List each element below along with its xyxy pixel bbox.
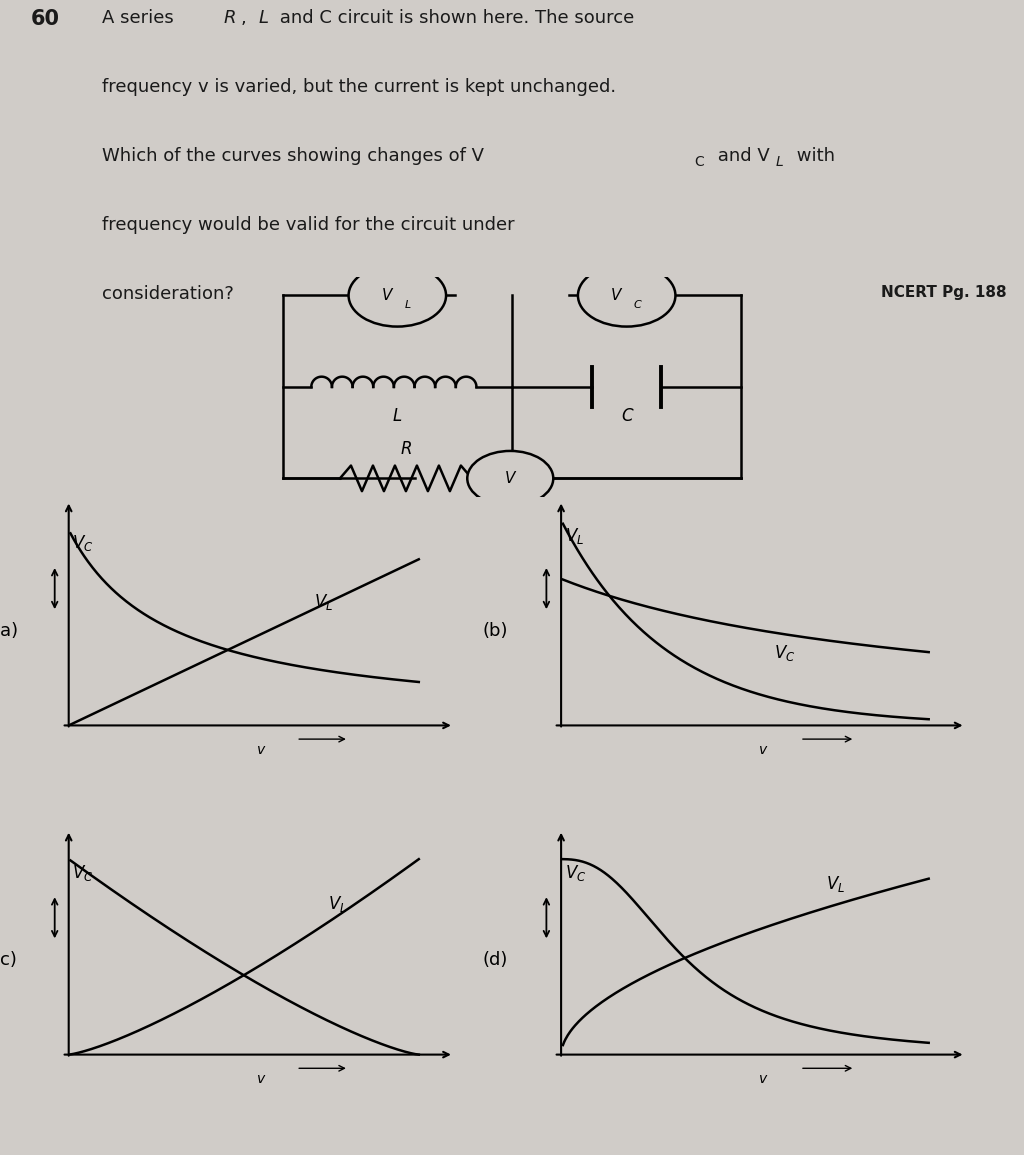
Text: v: v [257, 743, 265, 757]
Text: V: V [611, 288, 622, 303]
Text: consideration?: consideration? [102, 285, 234, 304]
Circle shape [467, 450, 553, 506]
Text: $V_C$: $V_C$ [73, 534, 93, 553]
Text: R: R [400, 440, 412, 459]
Circle shape [348, 264, 446, 327]
Text: L: L [775, 155, 783, 169]
Text: (a): (a) [0, 621, 19, 640]
Text: (b): (b) [482, 621, 508, 640]
Text: v: v [257, 1072, 265, 1086]
Text: v: v [759, 743, 767, 757]
Text: (d): (d) [482, 951, 508, 969]
Text: $V_L$: $V_L$ [328, 894, 347, 914]
Text: C: C [694, 155, 705, 169]
Text: NCERT Pg. 188: NCERT Pg. 188 [881, 285, 1007, 300]
Text: and C circuit is shown here. The source: and C circuit is shown here. The source [274, 9, 635, 27]
Text: v: v [759, 1072, 767, 1086]
Text: frequency v is varied, but the current is kept unchanged.: frequency v is varied, but the current i… [102, 79, 616, 96]
Circle shape [578, 264, 676, 327]
Text: $V_C$: $V_C$ [73, 863, 93, 882]
Text: $V_C$: $V_C$ [774, 643, 796, 663]
Text: A series: A series [102, 9, 180, 27]
Text: C: C [633, 299, 641, 310]
Text: R: R [223, 9, 236, 27]
Text: $V_L$: $V_L$ [313, 593, 333, 612]
Text: C: C [621, 407, 633, 425]
Text: V: V [382, 288, 392, 303]
Text: V: V [505, 471, 515, 486]
Text: $V_C$: $V_C$ [565, 863, 586, 882]
Text: and V: and V [712, 147, 769, 165]
Text: L: L [392, 407, 402, 425]
Text: $V_L$: $V_L$ [825, 874, 845, 894]
Text: (c): (c) [0, 951, 17, 969]
Text: L: L [258, 9, 268, 27]
Text: 60: 60 [31, 9, 59, 29]
Text: frequency would be valid for the circuit under: frequency would be valid for the circuit… [102, 216, 515, 234]
Text: Which of the curves showing changes of V: Which of the curves showing changes of V [102, 147, 484, 165]
Text: with: with [791, 147, 835, 165]
Text: L: L [404, 299, 411, 310]
Text: ,: , [241, 9, 252, 27]
Text: $V_L$: $V_L$ [565, 526, 584, 545]
